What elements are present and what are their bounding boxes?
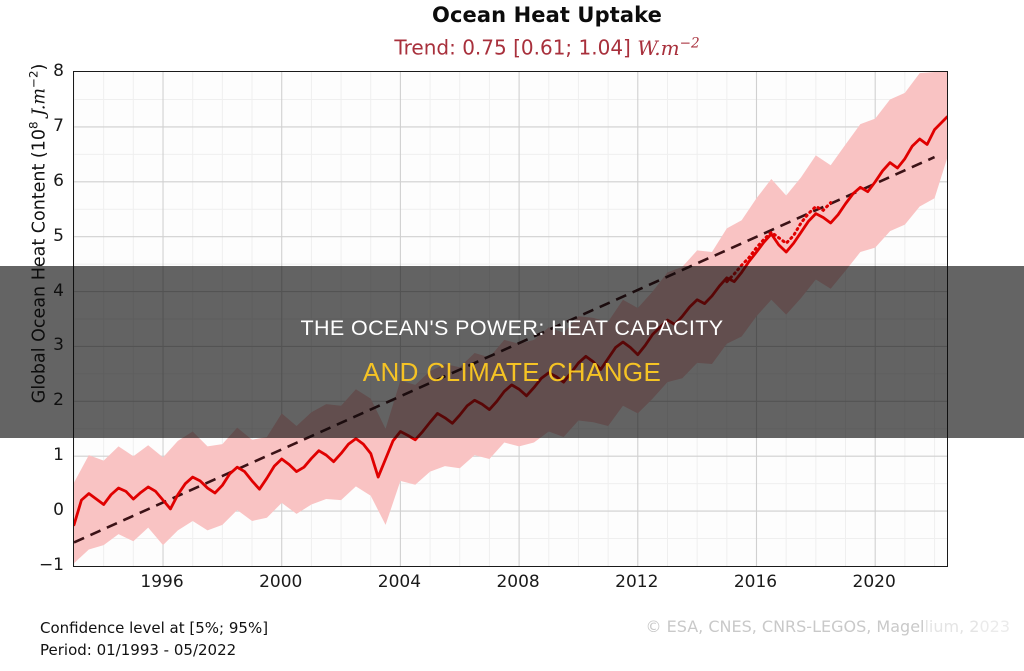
y-tick-8: 8 <box>53 61 64 81</box>
period-note: Period: 01/1993 - 05/2022 <box>40 641 237 659</box>
y-tick-5: 5 <box>53 225 64 246</box>
footer-notes: Confidence level at [5%; 95%] Period: 01… <box>40 617 268 661</box>
confidence-band <box>74 72 947 564</box>
x-tick-2020: 2020 <box>852 572 896 592</box>
credit-part-2: lium, 2 <box>924 617 980 636</box>
overlay-caption-band: THE OCEAN'S POWER: HEAT CAPACITY AND CLI… <box>0 266 1024 438</box>
x-tick-2004: 2004 <box>377 572 422 592</box>
chart-title: Ocean Heat Uptake <box>432 3 662 27</box>
x-tick-2000: 2000 <box>259 572 303 592</box>
overlay-headline-primary: THE OCEAN'S POWER: HEAT CAPACITY <box>300 316 724 340</box>
credit-part-1: © ESA, CNES, CNRS-LEGOS, Magel <box>645 617 925 636</box>
confidence-note: Confidence level at [5%; 95%] <box>40 619 269 637</box>
chart-subtitle-unit-base: W.m <box>637 35 680 60</box>
chart-subtitle-unit-exponent: −2 <box>679 35 700 51</box>
x-tick-2012: 2012 <box>615 572 659 592</box>
x-tick-1996: 1996 <box>140 572 184 592</box>
credit-part-3: 023 <box>979 617 1010 636</box>
copyright-credit: © ESA, CNES, CNRS-LEGOS, Magellium, 2023 <box>646 617 1010 636</box>
secondary-series-line <box>725 201 833 284</box>
chart-subtitle-text: Trend: 0.75 [0.61; 1.04] <box>394 35 638 60</box>
y-tick-7: 7 <box>53 115 64 136</box>
x-tick-2008: 2008 <box>496 572 540 592</box>
y-tick-6: 6 <box>53 170 64 191</box>
chart-subtitle-unit: W.m−2 <box>637 35 700 60</box>
overlay-headline-secondary: AND CLIMATE CHANGE <box>362 357 662 387</box>
y-tick--1: −1 <box>38 555 64 575</box>
x-tick-2016: 2016 <box>733 572 778 592</box>
y-tick-0: 0 <box>53 500 64 521</box>
y-tick-1: 1 <box>53 445 64 466</box>
title-block: Ocean Heat Uptake Trend: 0.75 [0.61; 1.0… <box>73 2 1021 62</box>
chart-subtitle: Trend: 0.75 [0.61; 1.04] W.m−2 <box>73 29 1021 62</box>
